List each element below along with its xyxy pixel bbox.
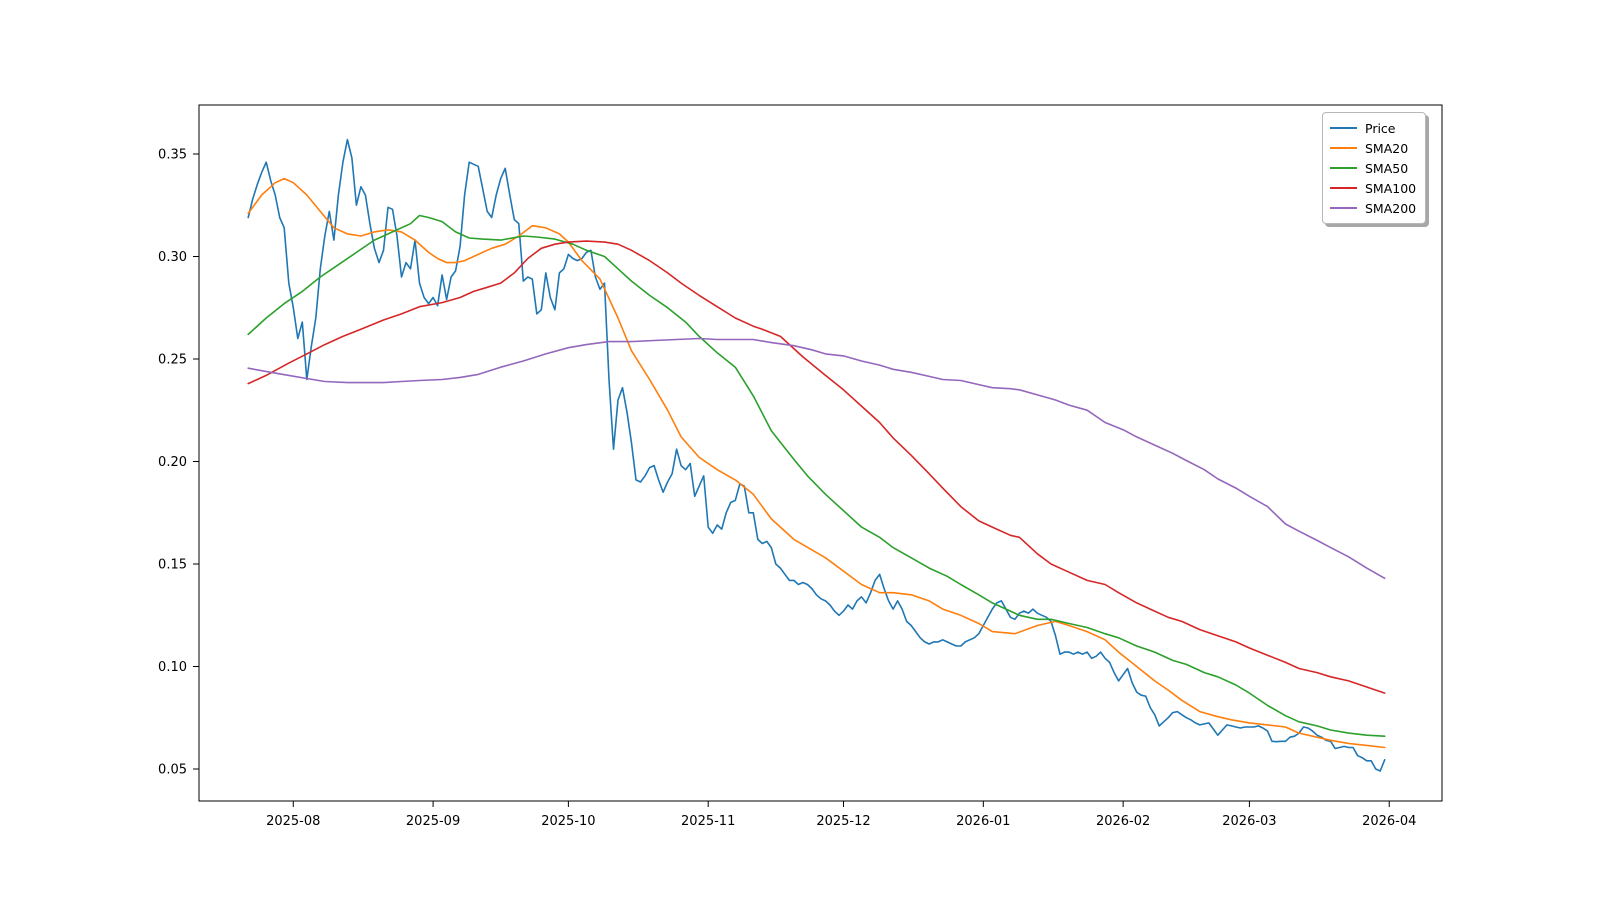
x-tick-label: 2025-10 xyxy=(541,814,595,829)
series-lines xyxy=(247,138,1386,772)
y-tick-label: 0.10 xyxy=(158,660,187,675)
price-line xyxy=(247,138,1386,772)
x-tick-label: 2026-01 xyxy=(956,814,1010,829)
legend-entry-sma200[interactable]: SMA200 xyxy=(1330,198,1416,218)
price-legend-line-icon xyxy=(1330,127,1357,129)
sma50-legend-line-icon xyxy=(1330,167,1357,169)
sma20-legend-line-icon xyxy=(1330,147,1357,149)
legend-label: SMA50 xyxy=(1365,160,1409,176)
legend-entry-price[interactable]: Price xyxy=(1330,118,1416,138)
legend-entry-sma20[interactable]: SMA20 xyxy=(1330,138,1416,158)
x-tick-label: 2025-11 xyxy=(681,814,735,829)
x-tick-label: 2025-08 xyxy=(266,814,320,829)
legend-label: SMA20 xyxy=(1365,140,1409,156)
y-tick-label: 0.30 xyxy=(158,250,187,265)
x-tick-label: 2025-12 xyxy=(816,814,870,829)
plot-frame xyxy=(198,104,1443,802)
sma100-line xyxy=(247,240,1386,694)
sma50-line xyxy=(247,214,1386,738)
y-tick-label: 0.20 xyxy=(158,455,187,470)
y-tick-label: 0.05 xyxy=(158,763,187,778)
legend-label: Price xyxy=(1365,120,1396,136)
axes-spines xyxy=(198,104,1443,802)
legend-entry-sma50[interactable]: SMA50 xyxy=(1330,158,1416,178)
sma200-line xyxy=(247,337,1386,580)
sma20-line xyxy=(247,177,1386,749)
y-tick-label: 0.15 xyxy=(158,558,187,573)
sma200-legend-line-icon xyxy=(1330,207,1357,209)
sma100-legend-line-icon xyxy=(1330,187,1357,189)
y-tick-label: 0.35 xyxy=(158,148,187,163)
y-tick-label: 0.25 xyxy=(158,353,187,368)
x-tick-label: 2026-02 xyxy=(1096,814,1150,829)
x-tick-label: 2025-09 xyxy=(406,814,460,829)
legend-label: SMA200 xyxy=(1365,200,1417,216)
legend: Price SMA20 SMA50 SMA100 SMA200 xyxy=(1322,112,1427,224)
legend-entry-sma100[interactable]: SMA100 xyxy=(1330,178,1416,198)
x-tick-label: 2026-04 xyxy=(1362,814,1416,829)
legend-label: SMA100 xyxy=(1365,180,1417,196)
axis-ticks: 2025-08 2025-09 2025-10 2025-11 2025-12 2026-… xyxy=(158,148,1416,830)
x-tick-label: 2026-03 xyxy=(1222,814,1276,829)
